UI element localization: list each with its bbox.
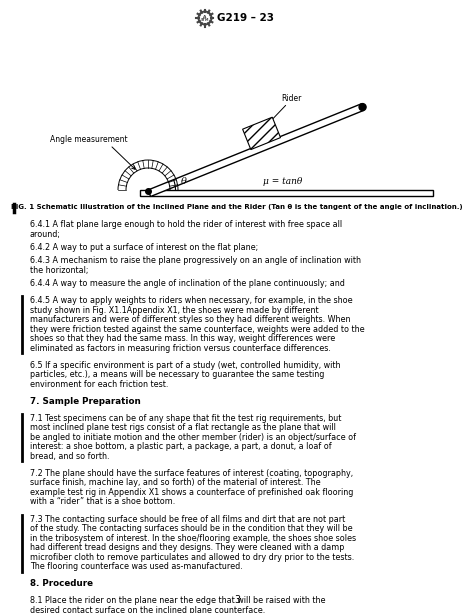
Text: The flooring counterface was used as-manufactured.: The flooring counterface was used as-man…	[30, 562, 243, 571]
Text: 7.3 The contacting surface should be free of all films and dirt that are not par: 7.3 The contacting surface should be fre…	[30, 514, 345, 524]
Text: be angled to initiate motion and the other member (rider) is an object/surface o: be angled to initiate motion and the oth…	[30, 433, 356, 442]
Text: 6.4.1 A flat plane large enough to hold the rider of interest with free space al: 6.4.1 A flat plane large enough to hold …	[30, 220, 342, 229]
Text: microfiber cloth to remove particulates and allowed to dry dry prior to the test: microfiber cloth to remove particulates …	[30, 552, 354, 562]
Circle shape	[359, 104, 366, 110]
Text: in the tribosystem of interest. In the shoe/flooring example, the shoes shoe sol: in the tribosystem of interest. In the s…	[30, 533, 356, 543]
Text: 6.5 If a specific environment is part of a study (wet, controlled humidity, with: 6.5 If a specific environment is part of…	[30, 360, 340, 370]
Text: 7. Sample Preparation: 7. Sample Preparation	[30, 397, 141, 406]
Text: they were friction tested against the same counterface, weights were added to th: they were friction tested against the sa…	[30, 324, 365, 333]
Text: FIG. 1 Schematic Illustration of the Inclined Plane and the Rider (Tan θ is the : FIG. 1 Schematic Illustration of the Inc…	[11, 204, 463, 210]
Text: manufacturers and were of different styles so they had different weights. When: manufacturers and were of different styl…	[30, 315, 350, 324]
Text: study shown in Fig. X1.1Appendix X1, the shoes were made by different: study shown in Fig. X1.1Appendix X1, the…	[30, 305, 319, 314]
Text: example test rig in Appendix X1 shows a counterface of prefinished oak flooring: example test rig in Appendix X1 shows a …	[30, 488, 354, 497]
Text: the horizontal;: the horizontal;	[30, 265, 89, 275]
Text: 6.4.5 A way to apply weights to riders when necessary, for example, in the shoe: 6.4.5 A way to apply weights to riders w…	[30, 296, 353, 305]
Text: STM: STM	[201, 18, 209, 22]
Text: bread, and so forth.: bread, and so forth.	[30, 452, 109, 461]
Text: θ: θ	[181, 178, 187, 186]
Text: particles, etc.), a means will be necessary to guarantee the same testing: particles, etc.), a means will be necess…	[30, 370, 324, 379]
Text: desired contact surface on the inclined plane counterface.: desired contact surface on the inclined …	[30, 606, 265, 613]
Circle shape	[198, 10, 212, 26]
Text: surface finish, machine lay, and so forth) of the material of interest. The: surface finish, machine lay, and so fort…	[30, 478, 320, 487]
Text: Angle measurement: Angle measurement	[50, 135, 128, 145]
Text: 8. Procedure: 8. Procedure	[30, 579, 93, 588]
Text: 7.2 The plane should have the surface features of interest (coating, topography,: 7.2 The plane should have the surface fe…	[30, 469, 353, 478]
Text: 8.1 Place the rider on the plane near the edge that will be raised with the: 8.1 Place the rider on the plane near th…	[30, 596, 326, 605]
Text: G219 – 23: G219 – 23	[217, 13, 274, 23]
Text: had different tread designs and they designs. They were cleaned with a damp: had different tread designs and they des…	[30, 543, 345, 552]
Text: of the study. The contacting surfaces should be in the condition that they will : of the study. The contacting surfaces sh…	[30, 524, 353, 533]
Circle shape	[200, 12, 210, 23]
Text: 3: 3	[234, 595, 240, 605]
Text: most inclined plane test rigs consist of a flat rectangle as the plane that will: most inclined plane test rigs consist of…	[30, 424, 336, 432]
Text: μ = tanθ: μ = tanθ	[263, 178, 302, 186]
Text: 6.4.2 A way to put a surface of interest on the flat plane;: 6.4.2 A way to put a surface of interest…	[30, 243, 258, 252]
Text: interest: a shoe bottom, a plastic part, a package, a part, a donut, a loaf of: interest: a shoe bottom, a plastic part,…	[30, 443, 332, 451]
Text: 7.1 Test specimens can be of any shape that fit the test rig requirements, but: 7.1 Test specimens can be of any shape t…	[30, 414, 341, 423]
Polygon shape	[148, 104, 364, 197]
Text: 6.4.3 A mechanism to raise the plane progressively on an angle of inclination wi: 6.4.3 A mechanism to raise the plane pro…	[30, 256, 361, 265]
Text: eliminated as factors in measuring friction versus counterface differences.: eliminated as factors in measuring frict…	[30, 343, 331, 352]
Text: shoes so that they had the same mass. In this way, weight differences were: shoes so that they had the same mass. In…	[30, 334, 335, 343]
Polygon shape	[140, 190, 433, 196]
Text: 6.4.4 A way to measure the angle of inclination of the plane continuously; and: 6.4.4 A way to measure the angle of incl…	[30, 279, 345, 288]
Text: around;: around;	[30, 229, 61, 238]
Text: Rider: Rider	[282, 94, 302, 104]
Text: environment for each friction test.: environment for each friction test.	[30, 379, 168, 389]
Text: with a “rider” that is a shoe bottom.: with a “rider” that is a shoe bottom.	[30, 497, 175, 506]
Polygon shape	[243, 117, 281, 150]
Text: A: A	[203, 15, 207, 19]
